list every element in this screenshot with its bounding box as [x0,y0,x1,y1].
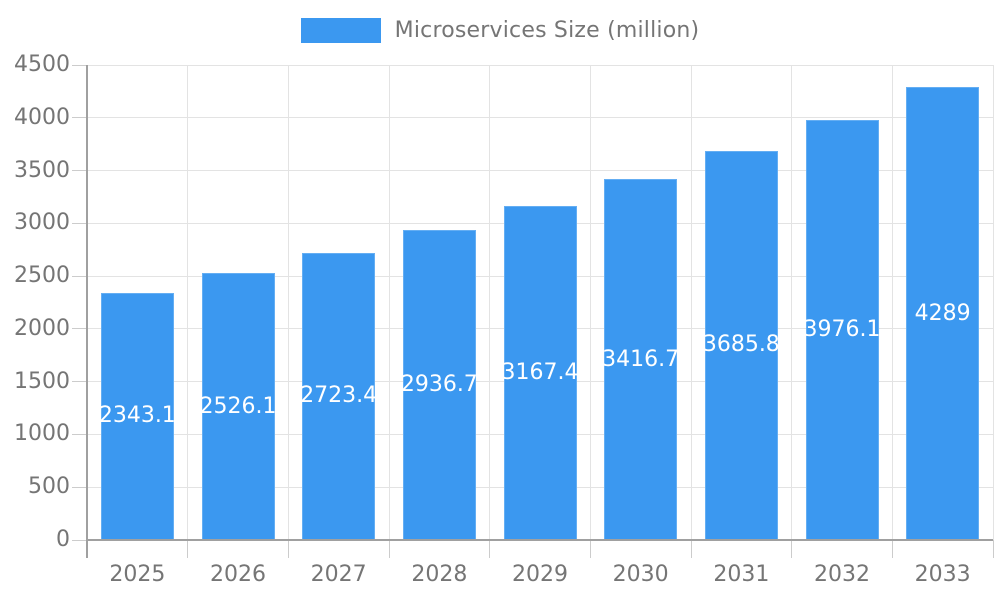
bar[interactable] [201,273,275,540]
y-axis-label: 4000 [14,104,70,130]
x-axis-label: 2027 [310,562,367,587]
x-gridline [992,65,994,540]
bar[interactable] [100,292,174,540]
x-tick [388,540,390,558]
y-tick [72,170,87,172]
x-tick [187,540,189,558]
y-axis-label: 500 [28,474,70,500]
x-gridline [589,65,591,540]
y-axis-label: 4500 [14,52,70,77]
y-axis-label: 3000 [14,210,70,236]
legend-label: Microservices Size (million) [394,17,700,43]
y-axis-line [86,65,88,558]
bar[interactable] [805,120,879,540]
bar[interactable] [604,179,678,540]
x-tick [992,540,994,558]
bar[interactable] [302,252,376,540]
x-tick [287,540,289,558]
y-tick [72,222,87,224]
x-gridline [791,65,793,540]
x-axis-label: 2026 [210,562,266,587]
y-axis-label: 2500 [14,263,70,289]
y-tick [72,381,87,383]
legend-swatch-icon [300,17,381,43]
legend[interactable]: Microservices Size (million) [0,10,1000,50]
y-tick [72,539,87,541]
bar[interactable] [402,230,476,540]
bar[interactable] [704,150,778,540]
y-tick [72,64,87,66]
y-axis-label: 2000 [14,315,70,341]
y-axis-label: 1500 [14,368,70,394]
y-gridline [87,64,993,66]
x-tick [589,540,591,558]
y-gridline [87,117,993,119]
x-tick [690,540,692,558]
y-axis-label: 0 [56,527,70,552]
y-tick [72,275,87,277]
x-gridline [287,65,289,540]
x-axis-label: 2029 [512,562,568,587]
bar[interactable] [503,205,577,540]
x-gridline [891,65,893,540]
x-axis-label: 2025 [109,562,166,587]
x-axis-label: 2033 [914,562,971,587]
y-gridline [87,170,993,172]
y-tick [72,117,87,119]
x-gridline [388,65,390,540]
x-axis-label: 2032 [814,562,870,587]
x-axis-label: 2030 [612,562,669,587]
x-tick [489,540,491,558]
x-tick [891,540,893,558]
y-tick [72,433,87,435]
y-tick [72,328,87,330]
x-tick [791,540,793,558]
x-gridline [187,65,189,540]
x-axis-line [87,539,993,541]
x-gridline [489,65,491,540]
y-tick [72,486,87,488]
x-gridline [690,65,692,540]
y-axis-label: 3500 [14,157,70,183]
y-axis-label: 1000 [14,421,70,447]
x-axis-label: 2028 [411,562,468,587]
x-axis-label: 2031 [713,562,770,587]
bar[interactable] [906,87,980,540]
